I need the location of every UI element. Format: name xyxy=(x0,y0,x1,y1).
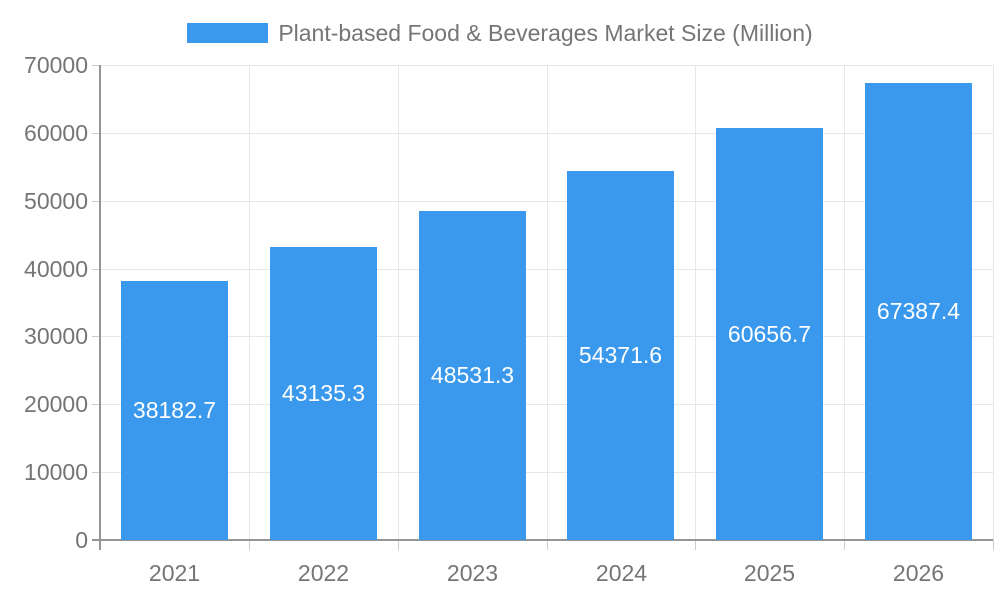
y-axis-tick xyxy=(92,404,100,405)
y-tick-label: 60000 xyxy=(24,120,88,146)
x-axis-tick xyxy=(547,540,548,550)
bar-value-label: 54371.6 xyxy=(578,342,663,368)
gridline-v xyxy=(398,65,399,540)
gridline-h xyxy=(100,201,993,202)
bar-value-label: 67387.4 xyxy=(876,298,961,324)
gridline-h xyxy=(100,336,993,337)
bar-2025[interactable]: 60656.7 xyxy=(716,128,823,540)
x-axis-tick xyxy=(844,540,845,550)
y-axis-tick xyxy=(92,201,100,202)
y-tick-label: 70000 xyxy=(24,52,88,78)
y-tick-label: 40000 xyxy=(24,256,88,282)
bar-value-label: 48531.3 xyxy=(430,362,515,388)
y-tick-label: 0 xyxy=(75,527,88,553)
x-axis-line xyxy=(92,539,993,541)
gridline-h xyxy=(100,133,993,134)
x-tick-label: 2026 xyxy=(892,560,945,586)
legend-swatch xyxy=(187,23,269,43)
bar-2026[interactable]: 67387.4 xyxy=(865,83,972,540)
y-tick-label: 50000 xyxy=(24,188,88,214)
gridline-v xyxy=(547,65,548,540)
bar-2024[interactable]: 54371.6 xyxy=(567,171,674,540)
gridline-h xyxy=(100,269,993,270)
x-tick-label: 2023 xyxy=(446,560,499,586)
x-tick-label: 2024 xyxy=(595,560,648,586)
bar-2022[interactable]: 43135.3 xyxy=(270,247,377,540)
bar-value-label: 43135.3 xyxy=(281,380,366,406)
x-axis-tick xyxy=(695,540,696,550)
gridline-h xyxy=(100,65,993,66)
y-tick-label: 30000 xyxy=(24,323,88,349)
x-axis-tick xyxy=(993,540,994,550)
bar-value-label: 38182.7 xyxy=(132,397,217,423)
chart-legend[interactable]: Plant-based Food & Beverages Market Size… xyxy=(0,18,1000,48)
gridline-h xyxy=(100,472,993,473)
bar-2023[interactable]: 48531.3 xyxy=(419,211,526,540)
y-tick-label: 10000 xyxy=(24,459,88,485)
y-axis-tick xyxy=(92,336,100,337)
x-axis-tick xyxy=(398,540,399,550)
gridline-v xyxy=(844,65,845,540)
y-tick-label: 20000 xyxy=(24,391,88,417)
bar-value-label: 60656.7 xyxy=(727,320,812,347)
x-axis-tick xyxy=(249,540,250,550)
x-tick-label: 2021 xyxy=(148,560,201,586)
y-axis-tick xyxy=(92,65,100,66)
y-axis-tick xyxy=(92,472,100,473)
gridline-v xyxy=(695,65,696,540)
gridline-v xyxy=(249,65,250,540)
x-tick-label: 2025 xyxy=(743,560,796,586)
x-tick-label: 2022 xyxy=(297,560,350,586)
y-axis-tick xyxy=(92,133,100,134)
bar-2021[interactable]: 38182.7 xyxy=(121,281,228,540)
legend-label: Plant-based Food & Beverages Market Size… xyxy=(278,19,813,46)
y-axis-line xyxy=(99,65,101,550)
gridline-v xyxy=(993,65,994,540)
y-axis-tick xyxy=(92,269,100,270)
gridline-h xyxy=(100,404,993,405)
